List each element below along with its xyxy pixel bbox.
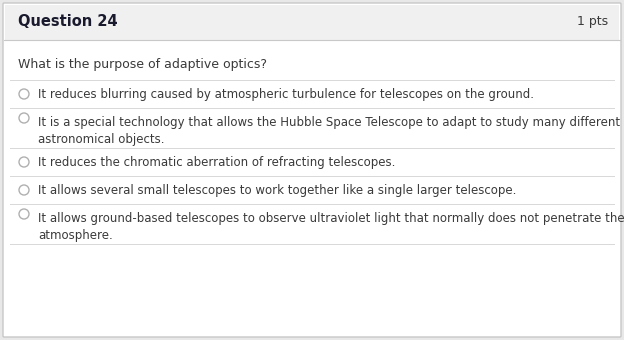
FancyBboxPatch shape [5, 5, 619, 40]
Text: It allows several small telescopes to work together like a single larger telesco: It allows several small telescopes to wo… [38, 184, 517, 197]
FancyBboxPatch shape [3, 3, 621, 337]
Text: 1 pts: 1 pts [577, 16, 608, 29]
Text: It reduces blurring caused by atmospheric turbulence for telescopes on the groun: It reduces blurring caused by atmospheri… [38, 88, 534, 101]
Text: It is a special technology that allows the Hubble Space Telescope to adapt to st: It is a special technology that allows t… [38, 116, 624, 146]
Text: It reduces the chromatic aberration of refracting telescopes.: It reduces the chromatic aberration of r… [38, 156, 396, 169]
Text: Question 24: Question 24 [18, 15, 118, 30]
Text: It allows ground-based telescopes to observe ultraviolet light that normally doe: It allows ground-based telescopes to obs… [38, 212, 624, 242]
Text: What is the purpose of adaptive optics?: What is the purpose of adaptive optics? [18, 58, 267, 71]
